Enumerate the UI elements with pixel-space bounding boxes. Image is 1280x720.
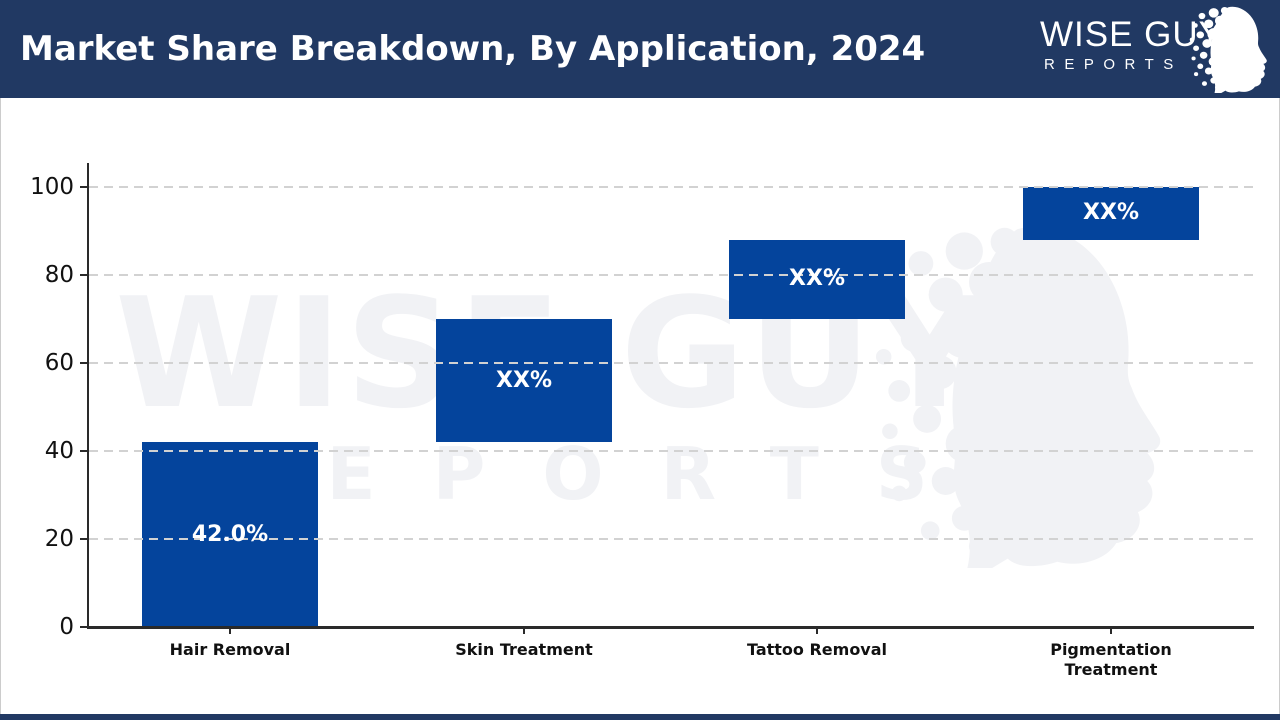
logo-wordmark: WISE GUY xyxy=(1040,15,1224,54)
bar-segment xyxy=(436,319,612,443)
x-tick xyxy=(1110,627,1112,634)
footer-bar xyxy=(0,714,1280,720)
bar-segment xyxy=(729,239,905,319)
x-tick xyxy=(523,627,525,634)
x-tick-label: Pigmentation Treatment xyxy=(1050,640,1172,679)
x-tick xyxy=(229,627,231,634)
page-border-left xyxy=(0,98,1,720)
y-tick-40 xyxy=(80,450,88,452)
gridline-20 xyxy=(89,538,1253,540)
bar-segment xyxy=(142,442,318,627)
header-bar xyxy=(0,0,1280,98)
y-tick-label-80: 80 xyxy=(44,262,74,288)
y-tick-60 xyxy=(80,362,88,364)
y-tick-label-60: 60 xyxy=(44,350,74,376)
page-title: Market Share Breakdown, By Application, … xyxy=(20,29,926,69)
bar-segment xyxy=(1023,187,1199,240)
bar-value-label: XX% xyxy=(1083,200,1139,226)
y-tick-label-40: 40 xyxy=(44,438,74,464)
watermark-head-logo xyxy=(875,226,1161,568)
y-tick-100 xyxy=(80,186,88,188)
logo-reports-text: REPORTS xyxy=(1044,56,1183,73)
x-tick-label: Skin Treatment xyxy=(455,640,593,659)
y-tick-label-0: 0 xyxy=(59,614,74,640)
x-tick xyxy=(816,627,818,634)
bar-value-label: 42.0% xyxy=(191,521,269,547)
y-tick-0 xyxy=(80,626,88,628)
bar-value-label: XX% xyxy=(789,266,845,292)
y-axis-line xyxy=(87,163,89,629)
y-tick-80 xyxy=(80,274,88,276)
y-tick-label-100: 100 xyxy=(30,174,74,200)
y-tick-label-20: 20 xyxy=(44,526,74,552)
x-tick-label: Tattoo Removal xyxy=(746,640,888,659)
wise-guy-reports-logo: WISE GUY REPORTS xyxy=(1040,15,1224,74)
gridline-60 xyxy=(89,362,1253,364)
y-tick-20 xyxy=(80,538,88,540)
gridline-80 xyxy=(89,274,1253,276)
gridline-40 xyxy=(89,450,1253,452)
gridline-100 xyxy=(89,186,1253,188)
x-tick-label: Hair Removal xyxy=(169,640,291,659)
logo-head-icon xyxy=(1189,6,1267,93)
bar-value-label: XX% xyxy=(496,367,552,393)
x-axis-line xyxy=(87,626,1254,629)
